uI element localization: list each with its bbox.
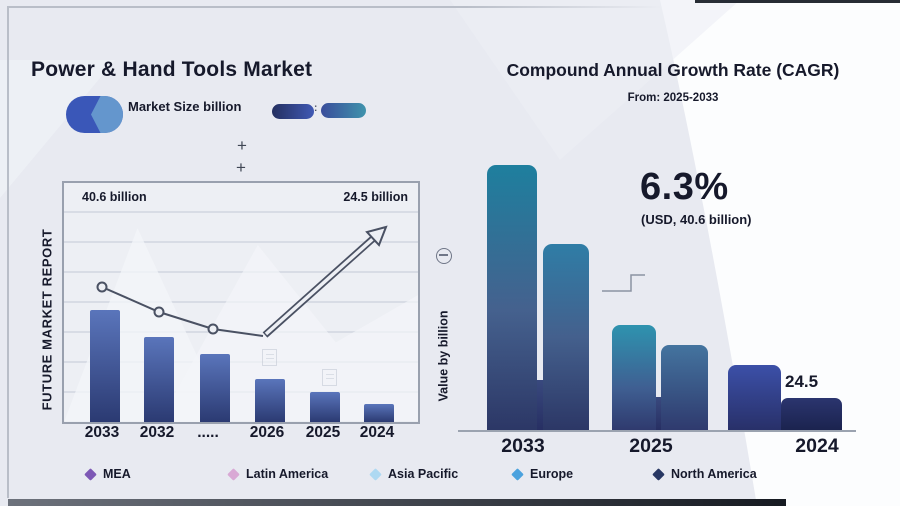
cagr-note: (USD, 40.6 billion) (641, 212, 752, 227)
x-label-2033: 2033 (501, 435, 545, 457)
cagr-bar-2025-back (661, 345, 708, 430)
x-label-2024: 2024 (359, 424, 395, 441)
annotation-left-value: 40.6 billion (82, 190, 147, 204)
frame-line-left (7, 6, 9, 498)
cagr-period: From: 2025-2033 (627, 92, 719, 104)
right-chart-axis-line (458, 430, 856, 432)
bar-2025 (310, 392, 340, 422)
cagr-bar-2033-front (487, 165, 537, 430)
x-label-2032: 2032 (139, 424, 175, 441)
bar-2032 (144, 337, 174, 422)
dark-edge-bottom (8, 499, 786, 506)
data-label-24-5: 24.5 (785, 372, 819, 391)
x-label-2033: 2033 (84, 424, 120, 441)
cagr-title: Compound Annual Growth Rate (CAGR) (506, 60, 840, 80)
bar-bridge (537, 380, 543, 430)
market-size-label: Market Size billion (128, 99, 242, 114)
x-label-2024: 2024 (795, 435, 839, 457)
plus-icon: + (236, 158, 246, 177)
legend-label: Asia Pacific (388, 467, 459, 481)
step-bracket-line (602, 274, 645, 292)
bar-2033 (90, 310, 120, 422)
diamond-marker-icon (511, 467, 524, 481)
bar-bridge (656, 397, 661, 430)
cagr-bar-2025-front (612, 325, 656, 430)
legend-label: North America (671, 467, 757, 481)
x-label-2025: 2025 (629, 435, 673, 457)
bar-2026 (255, 379, 285, 422)
bar-2024 (364, 404, 394, 422)
cylinder-icon-face (91, 96, 123, 133)
document-watermark-icon (322, 369, 337, 386)
page-title: Power & Hand Tools Market (31, 58, 313, 81)
legend-label: Europe (530, 467, 574, 481)
value-by-billion-label: Value by billion (436, 310, 451, 402)
minus-circle-icon (436, 248, 452, 264)
plus-icon: + (237, 136, 247, 155)
cagr-value: 6.3% (640, 166, 729, 208)
x-label-2025: 2025 (305, 424, 341, 441)
diamond-marker-icon (84, 467, 97, 481)
ratio-pill-teal (321, 103, 366, 118)
dark-edge-top-right (695, 0, 900, 3)
legend-item-mea: MEA (84, 466, 131, 482)
cylinder-icon (66, 96, 123, 133)
cagr-bar-2024-back (781, 398, 842, 430)
trend-line-arrow (96, 225, 388, 338)
document-watermark-icon (262, 349, 277, 366)
legend-item-asia-pacific: Asia Pacific (369, 466, 459, 482)
x-label-dots: ..... (197, 424, 219, 441)
x-label-2026: 2026 (249, 424, 285, 441)
diamond-marker-icon (227, 467, 240, 481)
future-market-report-watermark: FUTURE MARKET REPORT (39, 228, 55, 411)
legend-label: Latin America (246, 467, 329, 481)
ratio-separator: : (314, 103, 318, 114)
cagr-bar-2024-front (728, 365, 781, 430)
bar-dots (200, 354, 230, 422)
frame-line-top (7, 6, 662, 8)
legend-label: MEA (103, 467, 131, 481)
diamond-marker-icon (369, 467, 382, 481)
diamond-marker-icon (652, 467, 665, 481)
cagr-bar-2033-back (543, 244, 589, 430)
market-size-chart: 40.6 billion 24.5 billion (62, 181, 420, 424)
annotation-right-value: 24.5 billion (343, 190, 408, 204)
legend-item-north-america: North America (652, 466, 757, 482)
legend-item-latin-america: Latin America (227, 466, 329, 482)
legend-item-europe: Europe (511, 466, 574, 482)
ratio-pill-dark-blue (272, 104, 314, 119)
